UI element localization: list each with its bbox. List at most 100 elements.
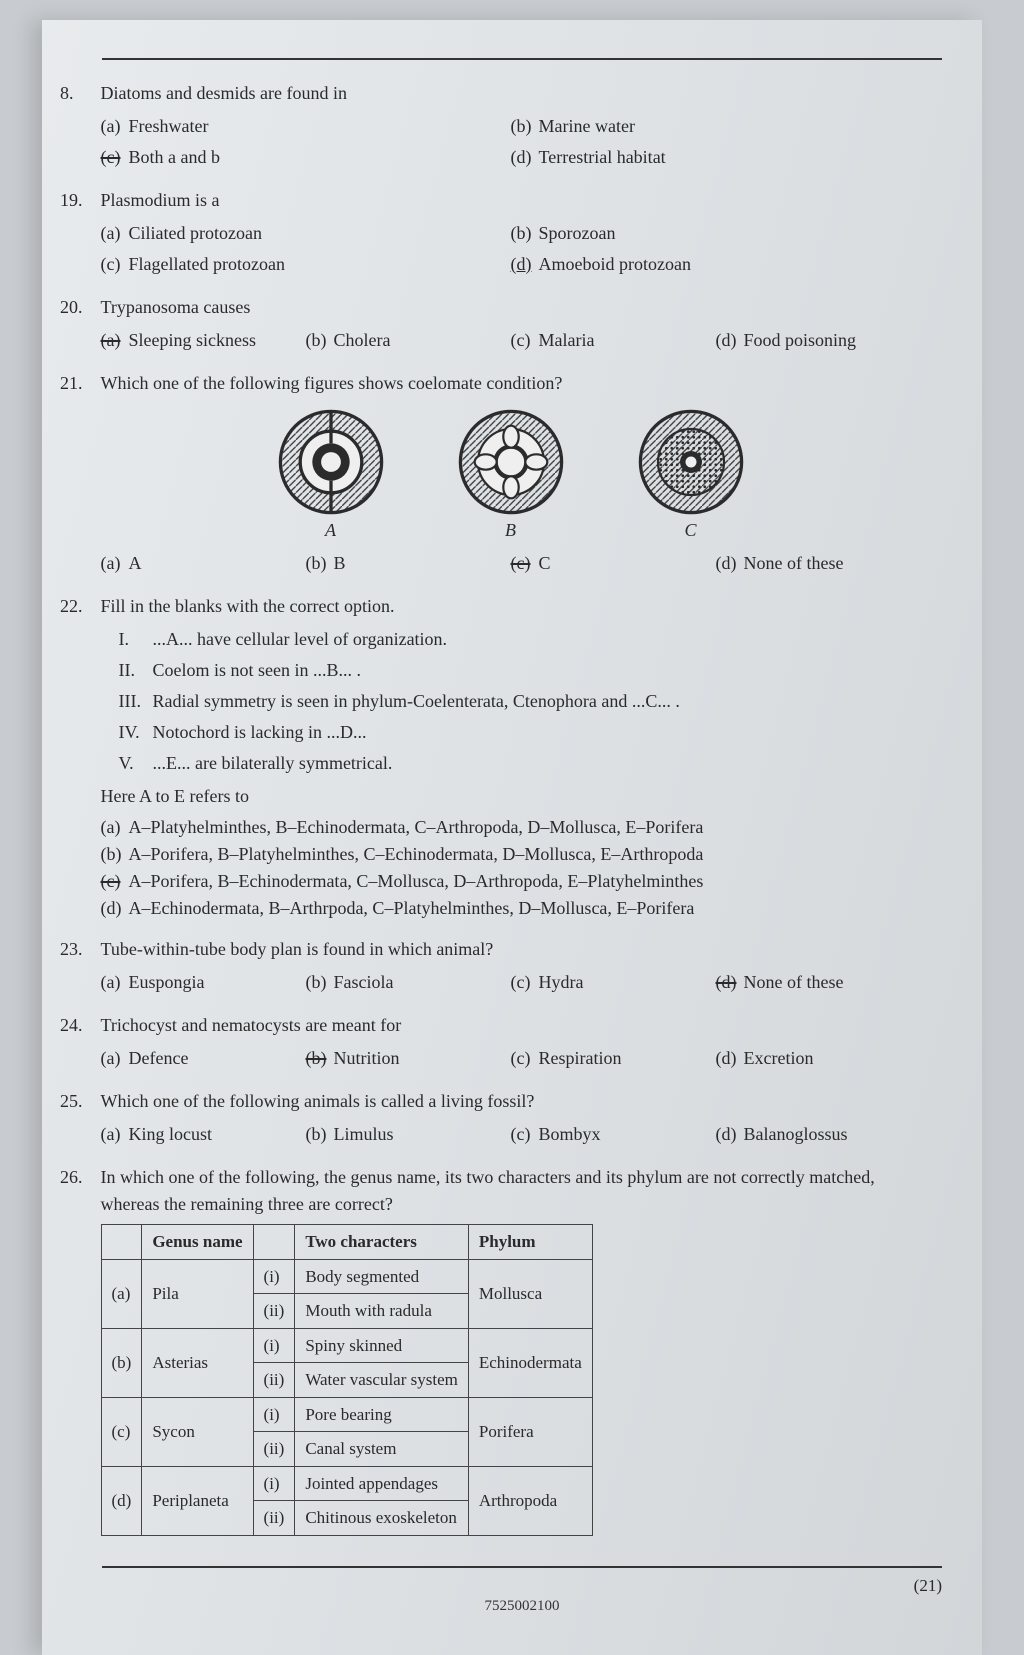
opt-text: A–Porifera, B–Platyhelminthes, C–Echinod… xyxy=(129,844,704,864)
th-chars: Two characters xyxy=(295,1225,469,1260)
question-26: 26. In which one of the following, the g… xyxy=(102,1164,942,1536)
cell-charnum: (i) xyxy=(253,1259,295,1294)
opt-label: (d) xyxy=(716,1045,744,1072)
opt-text: Sleeping sickness xyxy=(129,330,257,350)
option-c: (c)Hydra xyxy=(511,967,716,998)
opt-text: King locust xyxy=(129,1124,213,1144)
cell-charnum: (ii) xyxy=(253,1501,295,1536)
cell-genus: Asterias xyxy=(142,1328,253,1397)
cell-genus: Pila xyxy=(142,1259,253,1328)
blank-v: V....E... are bilaterally symmetrical. xyxy=(119,748,921,779)
opt-label: (a) xyxy=(101,550,129,577)
option-d: (d)A–Echinodermata, B–Arthrpoda, C–Platy… xyxy=(101,895,921,922)
cell-genus: Sycon xyxy=(142,1397,253,1466)
here-line: Here A to E refers to xyxy=(101,783,921,810)
opt-text: Malaria xyxy=(539,330,595,350)
figure-a: A xyxy=(276,407,386,544)
question-21: 21. Which one of the following figures s… xyxy=(102,370,942,579)
opt-label: (d) xyxy=(716,550,744,577)
stem-text: Fill in the blanks with the correct opti… xyxy=(101,596,395,616)
opt-text: Amoeboid protozoan xyxy=(539,254,691,274)
opt-text: Flagellated protozoan xyxy=(129,254,285,274)
table-body: (a) Pila (i) Body segmented Mollusca(ii)… xyxy=(101,1259,592,1535)
option-b: (b)Fasciola xyxy=(306,967,511,998)
cell-phylum: Arthropoda xyxy=(468,1466,592,1535)
question-19: 19. Plasmodium is a (a)Ciliated protozoa… xyxy=(102,187,942,280)
opt-label: (a) xyxy=(101,969,129,996)
option-b: (b)Sporozoan xyxy=(511,218,921,249)
blank-i: I....A... have cellular level of organiz… xyxy=(119,624,921,655)
opt-label: (b) xyxy=(101,841,129,868)
opt-text: Sporozoan xyxy=(539,223,616,243)
option-c: (c)Flagellated protozoan xyxy=(101,249,511,280)
opt-label-marked: (d) xyxy=(716,969,744,996)
th-genus: Genus name xyxy=(142,1225,253,1260)
option-b: (b)Cholera xyxy=(306,325,511,356)
opt-text: Terrestrial habitat xyxy=(539,147,666,167)
option-d: (d)Balanoglossus xyxy=(716,1119,921,1150)
opt-text: Bombyx xyxy=(539,1124,601,1144)
opt-label-marked: (b) xyxy=(306,1045,334,1072)
option-b: (b)Nutrition xyxy=(306,1043,511,1074)
opt-text: A–Porifera, B–Echinodermata, C–Mollusca,… xyxy=(129,871,704,891)
opt-label: (c) xyxy=(511,1121,539,1148)
option-d: (d)None of these xyxy=(716,548,921,579)
cell-charnum: (ii) xyxy=(253,1432,295,1467)
cell-opt: (b) xyxy=(101,1328,142,1397)
options: (a)Ciliated protozoan (b)Sporozoan (c)Fl… xyxy=(101,218,921,280)
opt-text: B xyxy=(334,553,346,573)
qstem: Diatoms and desmids are found in (a)Fres… xyxy=(101,80,921,173)
cell-opt: (a) xyxy=(101,1259,142,1328)
opt-label: (b) xyxy=(306,550,334,577)
stem-text: Diatoms and desmids are found in xyxy=(101,83,347,103)
opt-text: Both a and b xyxy=(129,147,221,167)
cell-char: Spiny skinned xyxy=(295,1328,469,1363)
opt-label: (c) xyxy=(511,969,539,996)
opt-label: (b) xyxy=(306,327,334,354)
qnum: 8. xyxy=(60,80,96,107)
opt-label-marked: (a) xyxy=(101,327,129,354)
blank-iv: IV.Notochord is lacking in ...D... xyxy=(119,717,921,748)
opt-text: Freshwater xyxy=(129,116,209,136)
opt-text: C xyxy=(539,553,551,573)
th-blank xyxy=(101,1225,142,1260)
options: (a)A (b)B (c)C (d)None of these xyxy=(101,548,921,579)
option-c: (c)Respiration xyxy=(511,1043,716,1074)
cell-char: Pore bearing xyxy=(295,1397,469,1432)
figure-row: A B xyxy=(101,407,921,544)
option-c: (c)A–Porifera, B–Echinodermata, C–Mollus… xyxy=(101,868,921,895)
qnum: 26. xyxy=(60,1164,96,1191)
options: (a)King locust (b)Limulus (c)Bombyx (d)B… xyxy=(101,1119,921,1150)
opt-label: (a) xyxy=(101,113,129,140)
opt-text: A–Platyhelminthes, B–Echinodermata, C–Ar… xyxy=(129,817,704,837)
options: (a)Sleeping sickness (b)Cholera (c)Malar… xyxy=(101,325,921,356)
cell-charnum: (ii) xyxy=(253,1363,295,1398)
qstem: Tube-within-tube body plan is found in w… xyxy=(101,936,921,998)
qnum: 19. xyxy=(60,187,96,214)
opt-text: Euspongia xyxy=(129,972,205,992)
option-d: (d)Terrestrial habitat xyxy=(511,142,921,173)
table-header-row: Genus name Two characters Phylum xyxy=(101,1225,592,1260)
opt-text: Fasciola xyxy=(334,972,394,992)
opt-text: A–Echinodermata, B–Arthrpoda, C–Platyhel… xyxy=(129,898,695,918)
opt-text: Ciliated protozoan xyxy=(129,223,262,243)
qstem: Which one of the following animals is ca… xyxy=(101,1088,921,1150)
qstem: Plasmodium is a (a)Ciliated protozoan (b… xyxy=(101,187,921,280)
option-a: (a)Ciliated protozoan xyxy=(101,218,511,249)
coelomate-icon xyxy=(276,407,386,517)
option-c: (c)C xyxy=(511,548,716,579)
cell-charnum: (i) xyxy=(253,1328,295,1363)
options: (a)Euspongia (b)Fasciola (c)Hydra (d)Non… xyxy=(101,967,921,998)
opt-text: None of these xyxy=(744,972,844,992)
table-row: (d) Periplaneta (i) Jointed appendages A… xyxy=(101,1466,592,1501)
stem-text: Trypanosoma causes xyxy=(101,297,251,317)
table-row: (b) Asterias (i) Spiny skinned Echinoder… xyxy=(101,1328,592,1363)
match-table: Genus name Two characters Phylum (a) Pil… xyxy=(101,1224,593,1536)
cell-char: Canal system xyxy=(295,1432,469,1467)
option-a: (a)Sleeping sickness xyxy=(101,325,306,356)
blank-ii: II.Coelom is not seen in ...B... . xyxy=(119,655,921,686)
opt-label: (d) xyxy=(716,327,744,354)
cell-charnum: (i) xyxy=(253,1397,295,1432)
option-a: (a)Freshwater xyxy=(101,111,511,142)
cell-phylum: Mollusca xyxy=(468,1259,592,1328)
